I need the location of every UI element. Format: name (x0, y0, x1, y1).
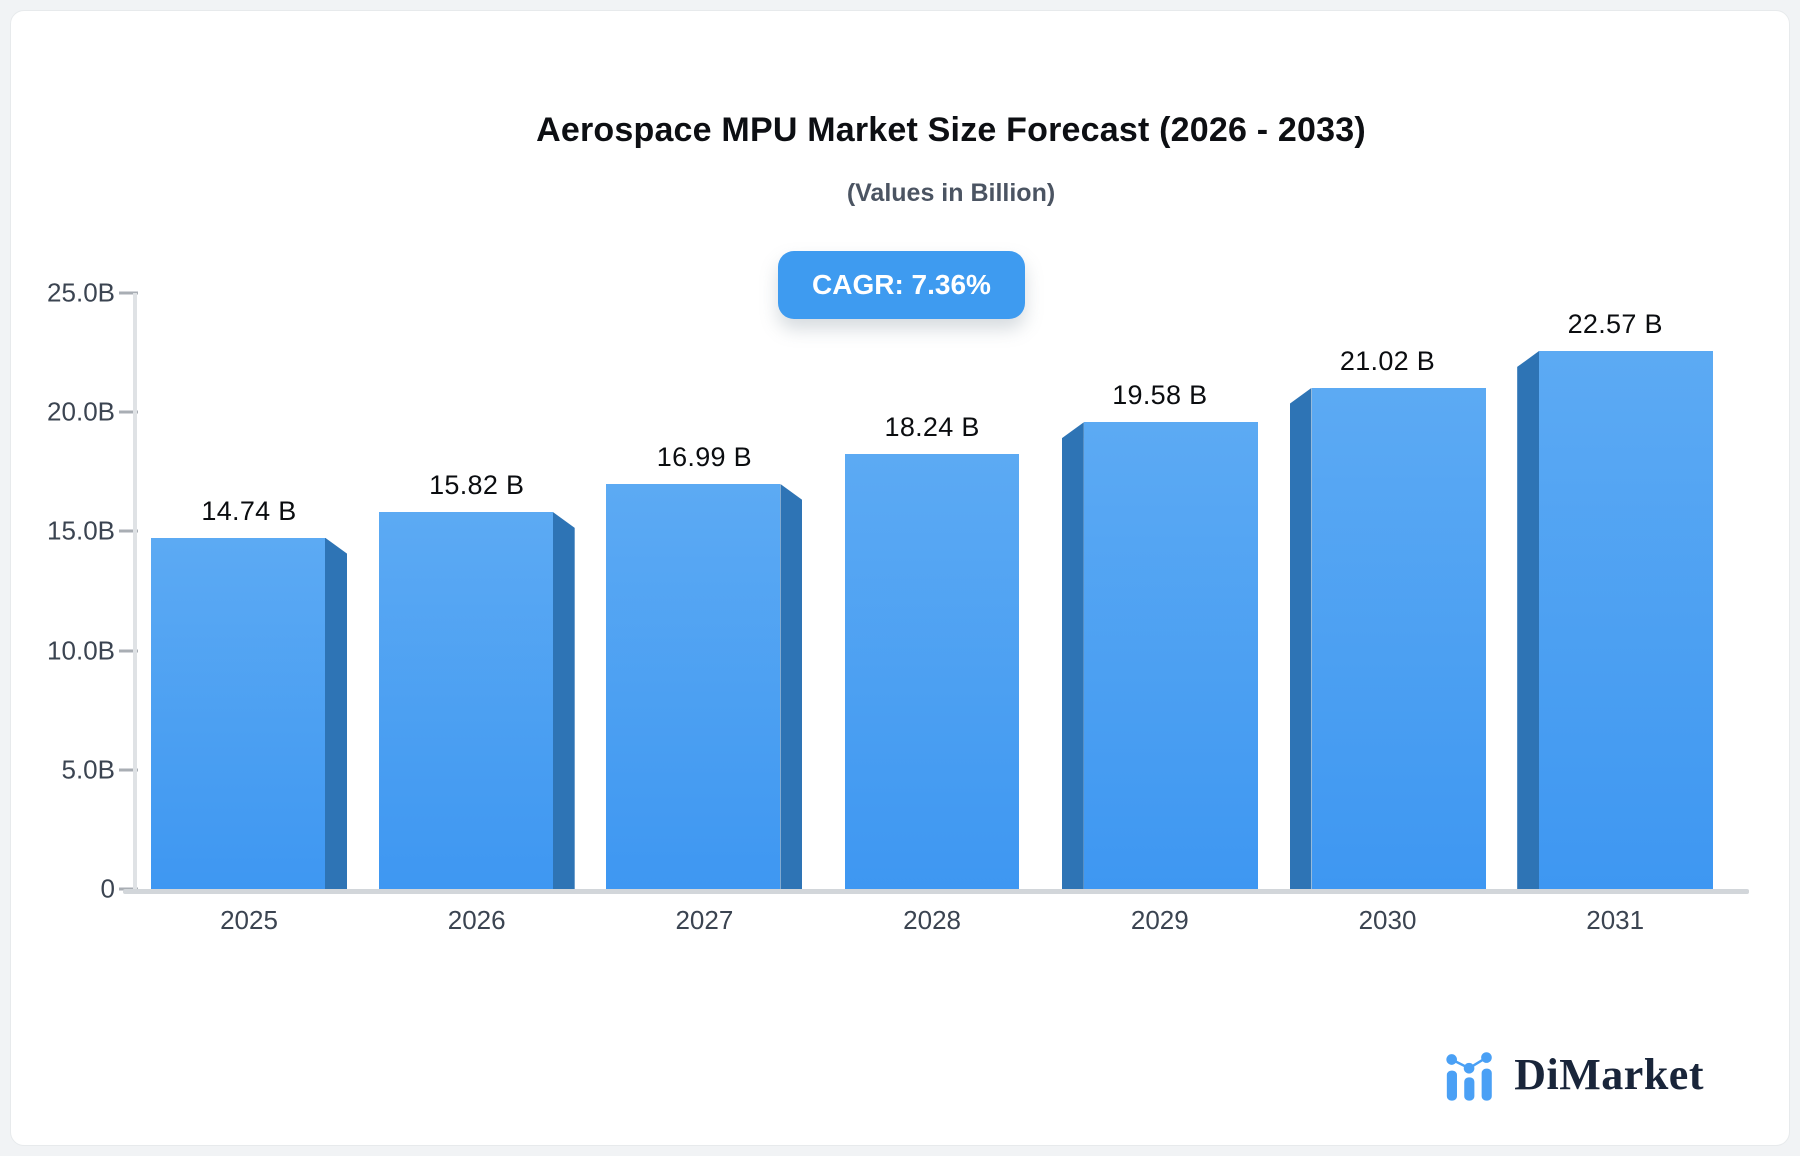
cagr-badge: CAGR: 7.36% (778, 251, 1025, 319)
y-axis-tick-label: 10.0B (47, 635, 115, 666)
bar-value-label: 22.57 B (1567, 308, 1663, 339)
bar-side-face (1289, 387, 1312, 889)
x-axis-line (123, 889, 1749, 894)
y-axis-tick-label: 15.0B (47, 515, 115, 546)
bar (1083, 422, 1258, 889)
y-axis-tick-mark (119, 291, 138, 295)
y-axis-tick-label: 0 (100, 873, 115, 904)
bar-side-face (552, 511, 575, 889)
bar (845, 454, 1020, 889)
bar (1311, 387, 1486, 889)
chart-card: Aerospace MPU Market Size Forecast (2026… (10, 10, 1790, 1146)
x-axis-category-label: 2026 (447, 905, 506, 935)
bar-chart-logo-icon (1442, 1045, 1500, 1103)
chart-subtitle: (Values in Billion) (846, 179, 1056, 207)
bar (606, 483, 781, 889)
y-axis-tick-mark (119, 529, 138, 533)
x-axis-category-label: 2025 (220, 905, 278, 935)
y-axis-tick-label: 5.0B (61, 754, 116, 785)
bar-value-label: 16.99 B (656, 441, 752, 472)
x-axis-category-label: 2027 (675, 905, 734, 935)
y-axis-tick-label: 25.0B (47, 277, 115, 308)
x-axis-category-label: 2031 (1586, 905, 1645, 935)
y-axis-tick-mark (119, 410, 138, 414)
bar-value-label: 15.82 B (429, 469, 525, 500)
y-axis-tick-mark (119, 649, 138, 653)
y-axis-tick-label: 20.0B (47, 396, 115, 427)
brand-name: DiMarket (1514, 1049, 1704, 1099)
x-axis-category-label: 2030 (1358, 905, 1417, 935)
bar-value-label: 14.74 B (201, 495, 297, 526)
y-axis-line (133, 293, 137, 889)
bar-value-label: 21.02 B (1339, 345, 1436, 376)
bar (151, 537, 325, 889)
x-axis-category-label: 2029 (1130, 905, 1189, 935)
bar-side-face (325, 537, 347, 889)
bar-side-face (1517, 350, 1540, 889)
brand-logo: DiMarket (1442, 1045, 1704, 1103)
x-axis-category-label: 2028 (903, 905, 962, 935)
bar (1539, 350, 1714, 889)
bar (378, 511, 553, 889)
bar-side-face (1061, 422, 1084, 889)
bar-side-face (780, 483, 803, 889)
bar-chart-plot-area: 25.0B 20.0B 15.0B 10.0B 5.0B 0 14.74 B 2025 15.8… (11, 11, 1789, 1145)
chart-title: Aerospace MPU Market Size Forecast (2026… (536, 111, 1366, 149)
bar-value-label: 18.24 B (884, 412, 980, 443)
bar-value-label: 19.58 B (1112, 380, 1208, 411)
y-axis-tick-mark (119, 768, 138, 772)
